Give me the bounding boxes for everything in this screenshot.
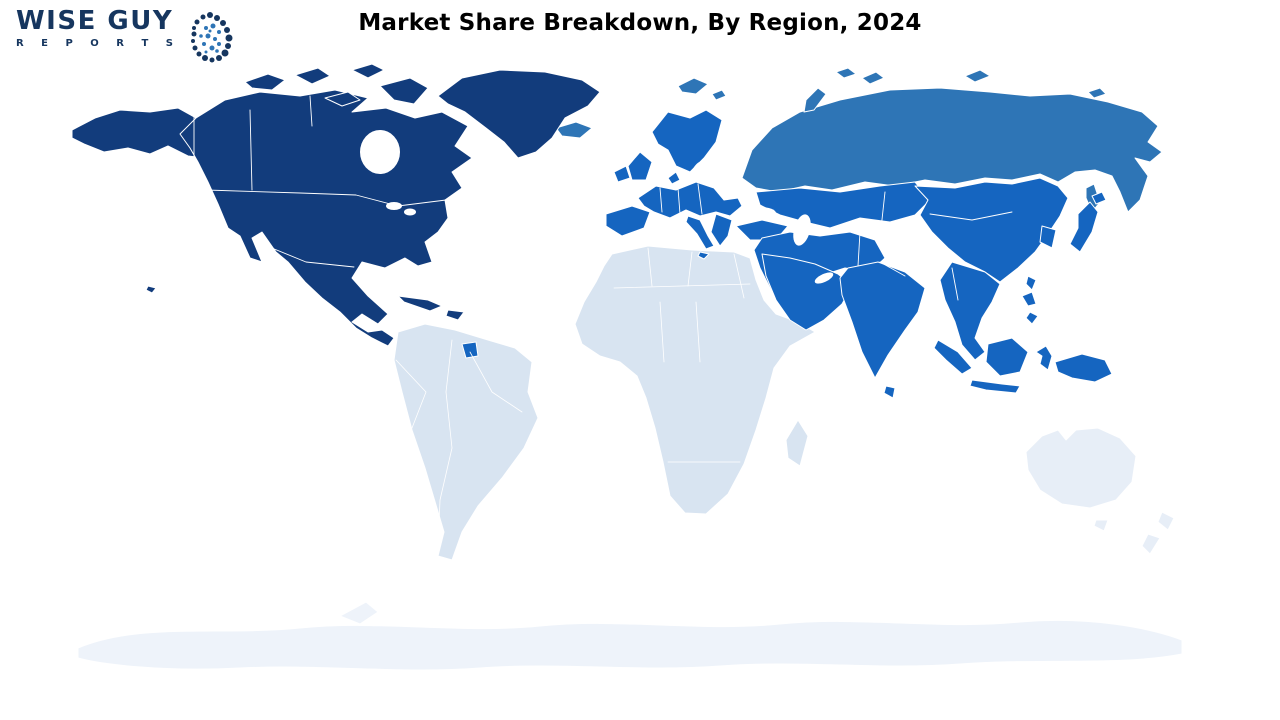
novaya-zemlya	[803, 87, 827, 113]
region-latin-america-africa	[393, 245, 816, 561]
borneo	[985, 337, 1029, 377]
china-mongolia	[914, 177, 1069, 283]
country-borders	[193, 95, 1013, 301]
europe-mainland	[637, 181, 743, 219]
cuba	[397, 295, 443, 312]
hispaniola	[445, 309, 465, 321]
svalbard	[677, 77, 709, 95]
great-britain	[627, 151, 653, 181]
region-russia-cis	[555, 67, 1163, 213]
new-guinea	[1054, 353, 1113, 383]
french-guiana	[461, 341, 479, 359]
brand-name: WISE GUY	[16, 6, 174, 36]
head-profile-dots-icon	[190, 12, 233, 63]
iberia	[605, 205, 651, 237]
arctic-island-4	[351, 63, 385, 79]
arctic-island-1	[244, 73, 286, 91]
arctic-island-2	[294, 67, 331, 85]
new-zealand-north	[1157, 511, 1175, 531]
south-america	[393, 323, 539, 561]
baffin-island	[379, 77, 429, 105]
india	[839, 261, 926, 379]
severnaya-zemlya	[861, 71, 885, 85]
sumatra	[933, 339, 973, 375]
sulawesi	[1035, 345, 1053, 371]
iceland	[555, 121, 593, 139]
hawaii	[145, 285, 157, 294]
inland-water	[360, 130, 834, 284]
hudson-bay	[360, 130, 400, 174]
brand-logo-text: WISE GUY R E P O R T S	[16, 6, 180, 50]
baltic-sea	[690, 161, 704, 183]
arctic-island-3	[324, 91, 361, 107]
svalbard-east	[711, 89, 727, 101]
korea	[1039, 225, 1057, 249]
africa	[574, 245, 816, 515]
balkans-greece	[710, 213, 733, 247]
italy	[685, 215, 715, 250]
caspian-sea	[793, 214, 811, 246]
java	[969, 379, 1021, 394]
region-antarctica	[77, 601, 1183, 671]
black-sea	[744, 207, 776, 219]
central-asia	[755, 181, 931, 229]
philippines-north	[1021, 291, 1037, 307]
philippines-south	[1025, 311, 1039, 325]
region-north-america	[71, 63, 601, 347]
wrangel-island	[1087, 87, 1107, 99]
new-siberian-islands	[964, 69, 991, 83]
sicily	[697, 251, 710, 260]
brand-logo: WISE GUY R E P O R T S	[16, 6, 236, 64]
sri-lanka	[883, 385, 896, 399]
indochina	[939, 261, 1001, 361]
antarctica-mainland	[77, 619, 1183, 671]
persian-gulf	[814, 272, 834, 284]
page-title: Market Share Breakdown, By Region, 2024	[358, 10, 922, 36]
great-lakes-east	[404, 208, 416, 216]
japan-honshu	[1069, 201, 1099, 253]
region-europe-asia	[461, 109, 1113, 399]
taiwan	[1025, 275, 1037, 291]
country-borders-pale-regions	[395, 247, 751, 549]
greenland	[437, 69, 601, 159]
scandinavia	[651, 109, 723, 173]
brand-subtitle: R E P O R T S	[16, 38, 180, 50]
new-zealand-south	[1141, 533, 1161, 555]
ireland	[613, 165, 631, 183]
franz-josef-land	[835, 67, 857, 79]
region-oceania	[1025, 427, 1175, 555]
australia	[1025, 427, 1137, 509]
madagascar	[785, 419, 809, 467]
japan-hokkaido	[1091, 191, 1107, 205]
antarctic-peninsula	[339, 601, 379, 625]
tasmania	[1093, 519, 1109, 532]
denmark	[667, 171, 681, 185]
